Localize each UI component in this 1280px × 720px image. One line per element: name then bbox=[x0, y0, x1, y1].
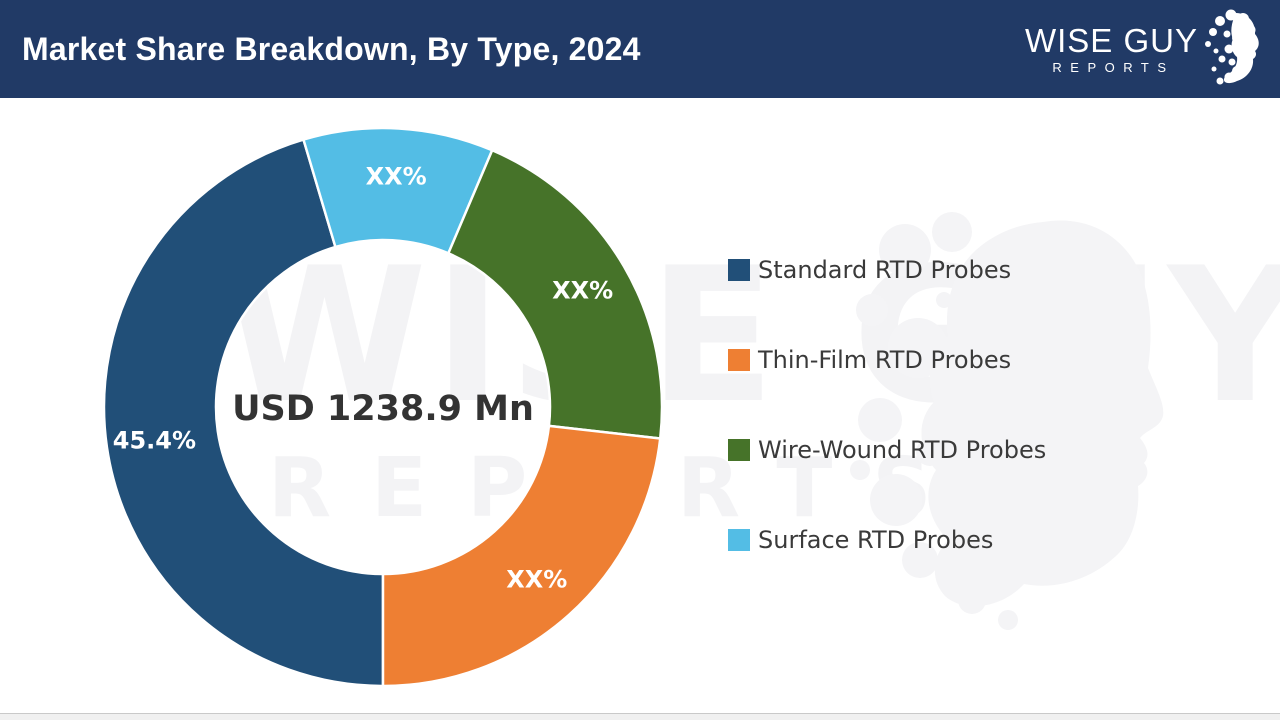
legend-item-1: Standard RTD Probes bbox=[728, 255, 1046, 284]
logo-text: WISE GUY REPORTS bbox=[1025, 24, 1198, 74]
legend-item-4: Surface RTD Probes bbox=[728, 525, 1046, 554]
legend-label-4: Surface RTD Probes bbox=[758, 525, 994, 554]
legend-swatch-4 bbox=[728, 528, 750, 551]
legend-label-3: Wire-Wound RTD Probes bbox=[758, 435, 1047, 464]
donut-segment-2 bbox=[381, 424, 662, 688]
bottom-divider bbox=[0, 713, 1280, 720]
legend-item-2: Thin-Film RTD Probes bbox=[728, 345, 1046, 374]
logo-head-profile-icon bbox=[1205, 9, 1259, 85]
legend-label-1: Standard RTD Probes bbox=[758, 255, 1012, 284]
slice-label-1: 45.4% bbox=[113, 426, 196, 454]
header-bar: Market Share Breakdown, By Type, 2024 WI… bbox=[0, 0, 1280, 98]
legend-swatch-2 bbox=[728, 348, 750, 371]
donut-segment-1 bbox=[102, 138, 385, 688]
donut-center-value: USD 1238.9 Mn bbox=[232, 389, 534, 429]
page-title: Market Share Breakdown, By Type, 2024 bbox=[22, 30, 641, 67]
slice-label-2: XX% bbox=[506, 565, 567, 593]
chart-legend: Standard RTD Probes Thin-Film RTD Probes W… bbox=[728, 255, 1046, 554]
donut-segment-3 bbox=[447, 149, 664, 440]
logo-reports-label: REPORTS bbox=[1052, 60, 1175, 75]
logo-wiseguy-label: WISE GUY bbox=[1024, 22, 1198, 59]
legend-swatch-1 bbox=[728, 258, 750, 281]
legend-item-3: Wire-Wound RTD Probes bbox=[728, 435, 1046, 464]
wise-guy-reports-logo: WISE GUY REPORTS bbox=[1025, 7, 1262, 91]
slice-label-4: XX% bbox=[366, 162, 427, 190]
slice-label-3: XX% bbox=[552, 277, 613, 305]
legend-label-2: Thin-Film RTD Probes bbox=[758, 345, 1012, 374]
legend-swatch-3 bbox=[728, 438, 750, 461]
